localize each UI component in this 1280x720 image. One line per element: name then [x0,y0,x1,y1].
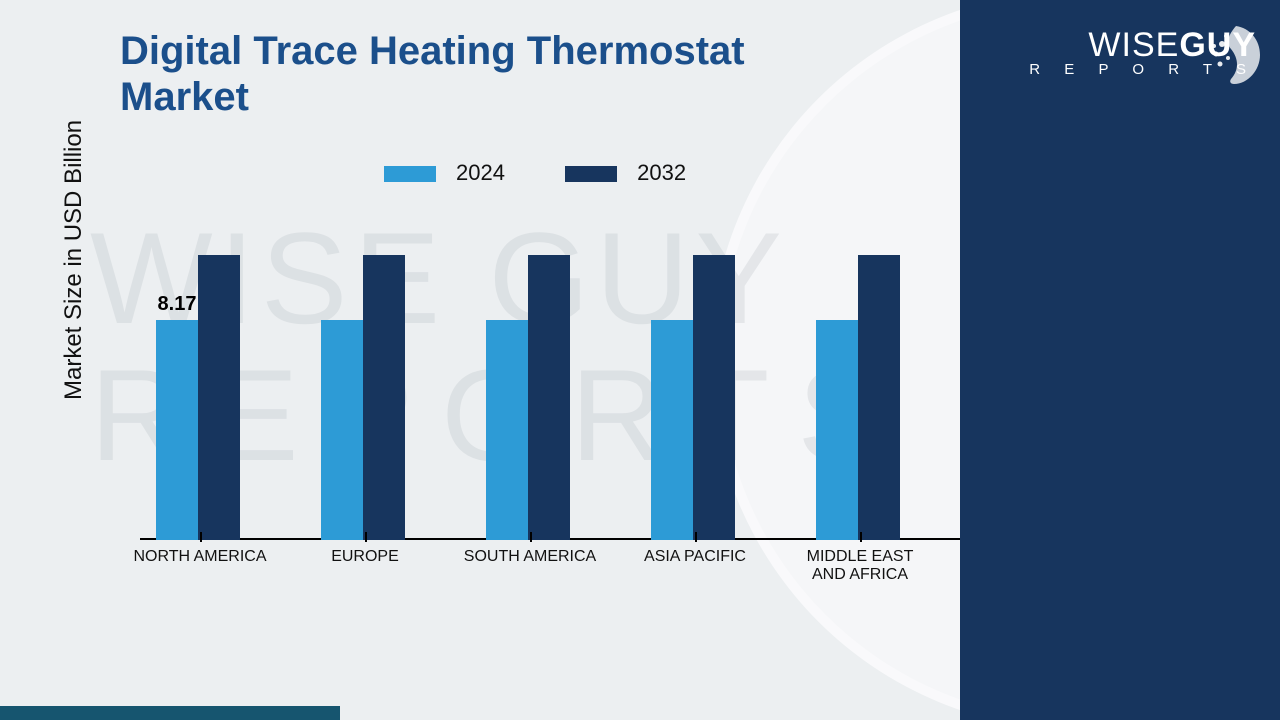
right-panel [960,0,1280,720]
bar-2032 [363,255,405,540]
y-axis-label: Market Size in USD Billion [60,120,88,400]
x-tick [200,532,202,542]
bar-2024 [816,320,858,540]
bar-2024 [486,320,528,540]
bar-2024 [651,320,693,540]
legend-swatch-2024 [384,166,436,182]
footer-accent-bar [0,706,340,720]
x-axis-label: ASIA PACIFIC [625,548,765,566]
legend-label-2024: 2024 [456,161,505,186]
x-axis-label: MIDDLE EAST AND AFRICA [790,548,930,585]
bar-2032 [693,255,735,540]
x-axis-label: EUROPE [295,548,435,566]
x-tick [695,532,697,542]
legend: 2024 2032 [110,160,960,186]
bar-2032 [528,255,570,540]
head-icon [1206,24,1262,86]
chart-title: Digital Trace Heating Thermostat Market [120,28,840,120]
plot-area: NORTH AMERICA8.17EUROPESOUTH AMERICAASIA… [140,190,960,540]
brand-logo: WISEGUY R E P O R T S [1029,26,1256,78]
logo-word-wise: WISE [1088,26,1179,64]
bar-value-label: 8.17 [158,293,197,316]
chart-area: 2024 2032 NORTH AMERICA8.17EUROPESOUTH A… [110,160,960,590]
legend-item-2032: 2032 [565,159,686,186]
x-tick [365,532,367,542]
x-tick [530,532,532,542]
x-axis-label: SOUTH AMERICA [460,548,600,566]
legend-swatch-2032 [565,166,617,182]
bar-2032 [198,255,240,540]
stage: WISE GUY REPORTS Digital Trace Heating T… [0,0,1280,720]
x-axis-label: NORTH AMERICA [130,548,270,566]
bar-2024 [321,320,363,540]
x-tick [860,532,862,542]
legend-item-2024: 2024 [384,159,505,186]
bar-2032 [858,255,900,540]
bar-2024 [156,320,198,540]
legend-label-2032: 2032 [637,161,686,186]
